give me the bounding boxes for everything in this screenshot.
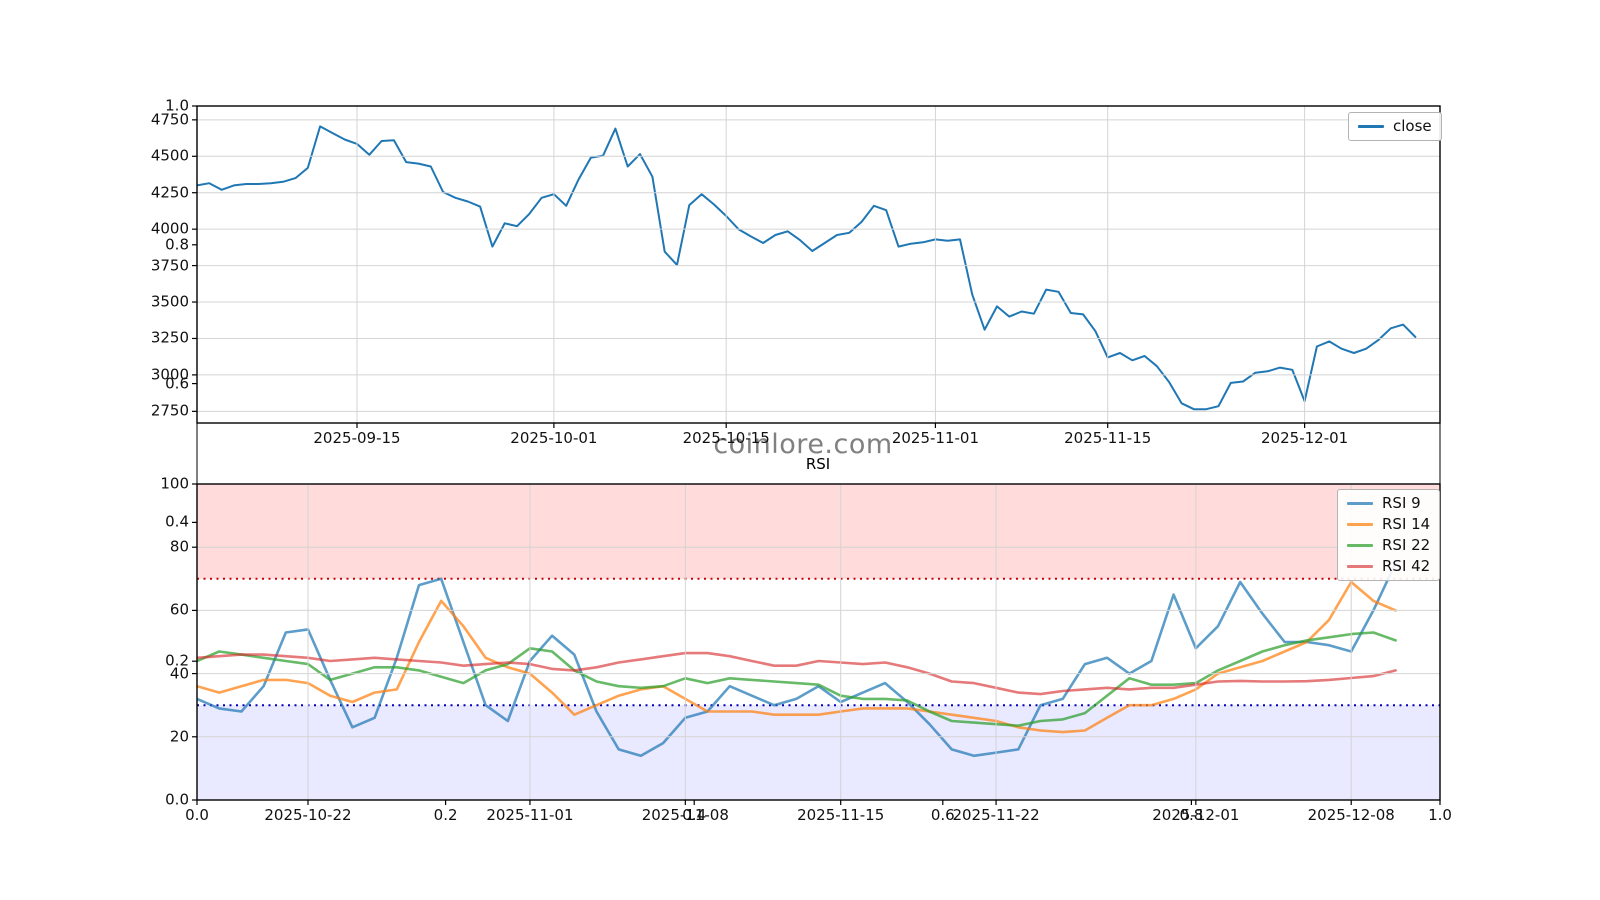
y-tick-label: 3000 bbox=[150, 365, 189, 384]
x-tick-label: 2025-11-15 bbox=[797, 806, 885, 824]
legend-label-rsi42: RSI 42 bbox=[1382, 557, 1431, 575]
y-tick-label: 4000 bbox=[150, 219, 189, 238]
y-tick-label: 80 bbox=[169, 537, 189, 556]
rsi22-line-swatch bbox=[1347, 544, 1373, 547]
rsi-band-oversold bbox=[197, 705, 1440, 800]
overlay-x-tick-label: 0.0 bbox=[185, 806, 209, 824]
x-tick-label: 2025-11-08 bbox=[641, 806, 729, 824]
x-tick-label: 2025-10-01 bbox=[510, 429, 598, 447]
price-legend: close bbox=[1348, 112, 1442, 141]
rsi42-line-swatch bbox=[1347, 565, 1373, 568]
y-tick-label: 3750 bbox=[150, 256, 189, 275]
legend-item-close: close bbox=[1358, 118, 1432, 135]
y-tick-label: 40 bbox=[169, 664, 189, 683]
legend-label-rsi9: RSI 9 bbox=[1382, 494, 1421, 512]
x-tick-label: 2025-11-01 bbox=[486, 806, 574, 824]
overlay-x-tick-label: 0.2 bbox=[433, 806, 458, 824]
watermark-text: coinlore.com bbox=[713, 429, 893, 460]
rsi9-line-swatch bbox=[1347, 502, 1373, 505]
overlay-x-tick-label: 1.0 bbox=[1428, 806, 1452, 824]
y-tick-label: 3500 bbox=[150, 292, 189, 311]
legend-label-rsi22: RSI 22 bbox=[1382, 536, 1431, 554]
overlay-y-tick-label: 0.6 bbox=[165, 374, 189, 393]
x-tick-label: 2025-12-08 bbox=[1307, 806, 1395, 824]
rsi-chart-title: RSI bbox=[805, 455, 831, 473]
x-tick-label: 2025-12-01 bbox=[1152, 806, 1240, 824]
y-tick-label: 3250 bbox=[150, 328, 189, 347]
rsi14-line-swatch bbox=[1347, 523, 1373, 526]
x-tick-label: 2025-11-01 bbox=[891, 429, 979, 447]
x-tick-label: 2025-10-15 bbox=[682, 429, 770, 447]
legend-item-rsi42: RSI 42 bbox=[1347, 558, 1430, 575]
y-tick-label: 2750 bbox=[150, 401, 189, 420]
y-tick-label: 4250 bbox=[150, 183, 189, 202]
rsi-band-overbought bbox=[197, 484, 1440, 579]
overlay-x-tick-label: 0.8 bbox=[1179, 806, 1204, 824]
y-tick-label: 20 bbox=[169, 727, 189, 746]
legend-label-rsi14: RSI 14 bbox=[1382, 515, 1431, 533]
y-tick-label: 100 bbox=[160, 474, 189, 493]
y-tick-label: 60 bbox=[169, 600, 189, 619]
y-tick-label: 4500 bbox=[150, 146, 189, 165]
overlay-x-tick-label: 0.6 bbox=[930, 806, 955, 824]
rsi-legend: RSI 9 RSI 14 RSI 22 RSI 42 bbox=[1337, 489, 1441, 581]
legend-label-close: close bbox=[1393, 117, 1432, 135]
overlay-x-tick-label: 0.4 bbox=[682, 806, 707, 824]
overlay-y-tick-label: 0.0 bbox=[165, 790, 189, 809]
overlay-y-tick-label: 0.2 bbox=[165, 651, 189, 670]
x-tick-label: 2025-12-01 bbox=[1261, 429, 1349, 447]
x-tick-label: 2025-09-15 bbox=[313, 429, 401, 447]
legend-item-rsi14: RSI 14 bbox=[1347, 516, 1430, 533]
x-tick-label: 2025-10-22 bbox=[264, 806, 352, 824]
overlay-y-tick-label: 1.0 bbox=[165, 96, 189, 115]
y-tick-label: 4750 bbox=[150, 110, 189, 129]
overlay-y-tick-label: 0.8 bbox=[165, 235, 189, 254]
legend-item-rsi22: RSI 22 bbox=[1347, 537, 1430, 554]
legend-item-rsi9: RSI 9 bbox=[1347, 495, 1430, 512]
series-close bbox=[197, 125, 1417, 411]
overlay-y-tick-label: 0.4 bbox=[165, 512, 189, 531]
x-tick-label: 2025-11-15 bbox=[1064, 429, 1152, 447]
x-tick-label: 2025-11-22 bbox=[952, 806, 1040, 824]
close-line-swatch bbox=[1358, 125, 1384, 128]
